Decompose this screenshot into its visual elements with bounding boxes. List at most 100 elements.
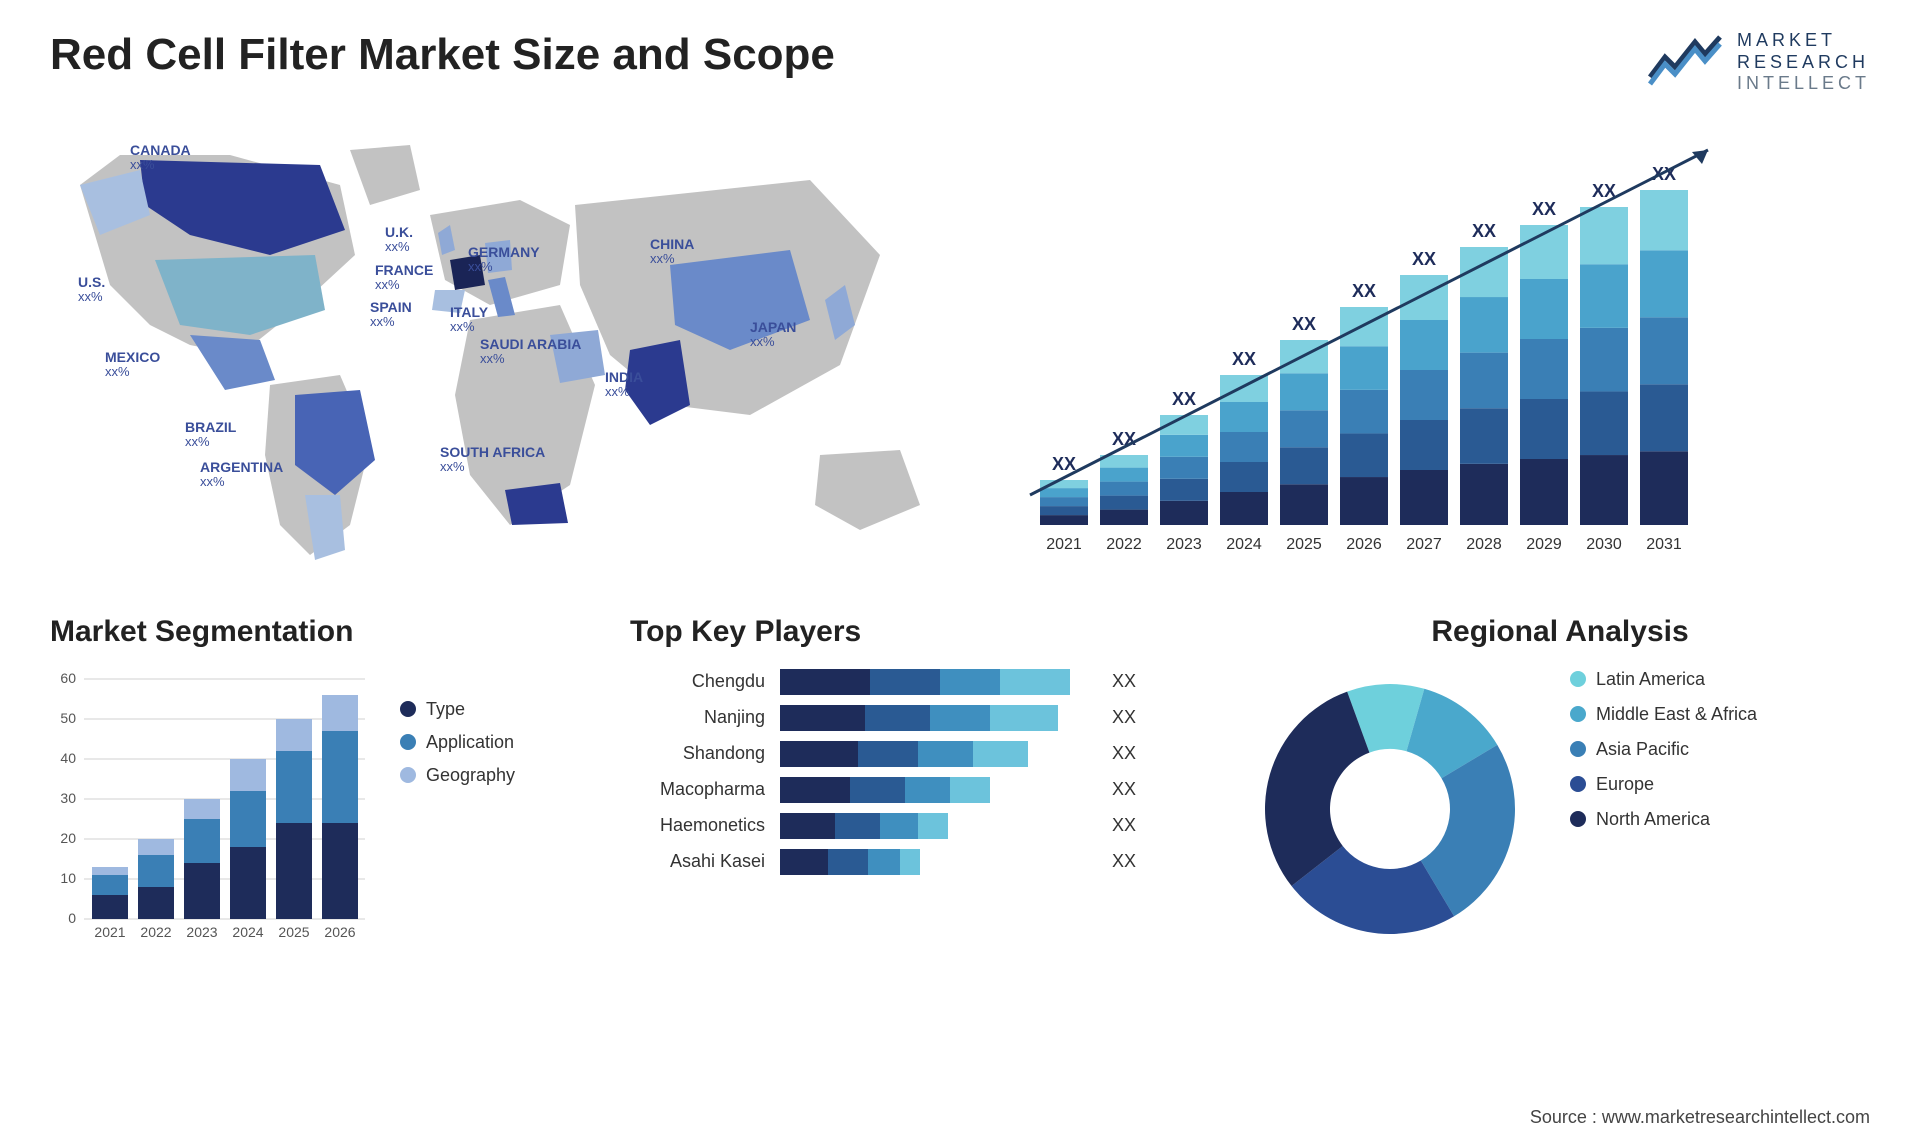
segmentation-legend: TypeApplicationGeography [400, 669, 515, 798]
player-bar-segment [990, 705, 1058, 731]
player-name: Asahi Kasei [630, 851, 780, 872]
svg-text:XX: XX [1352, 281, 1376, 301]
player-bar-segment [940, 669, 1000, 695]
player-name: Chengdu [630, 671, 780, 692]
logo-line3: INTELLECT [1737, 73, 1870, 95]
logo-mark-icon [1645, 32, 1725, 92]
growth-bar-chart: XX2021XX2022XX2023XX2024XX2025XX2026XX20… [1010, 125, 1790, 575]
player-row-nanjing: Nanjing XX [630, 705, 1190, 731]
svg-text:40: 40 [60, 750, 76, 766]
player-bar-segment [973, 741, 1028, 767]
map-label-u-s-: U.S.xx% [78, 275, 105, 305]
svg-text:2026: 2026 [1346, 536, 1382, 553]
players-bar-chart: ChengduXXNanjingXXShandongXXMacopharmaXX… [630, 669, 1190, 875]
region-legend-middle-east-africa: Middle East & Africa [1570, 704, 1757, 725]
legend-label: North America [1596, 809, 1710, 830]
player-bar [780, 849, 1100, 875]
player-bar-segment [880, 813, 918, 839]
svg-text:2030: 2030 [1586, 536, 1622, 553]
player-bar-segment [858, 741, 918, 767]
svg-text:2029: 2029 [1526, 536, 1562, 553]
player-bar [780, 777, 1100, 803]
svg-text:XX: XX [1532, 199, 1556, 219]
logo-line2: RESEARCH [1737, 52, 1870, 74]
svg-text:10: 10 [60, 870, 76, 886]
region-title: Regional Analysis [1250, 615, 1870, 649]
player-bar-segment [870, 669, 940, 695]
legend-label: Application [426, 732, 514, 753]
player-bar-segment [865, 705, 930, 731]
svg-text:2022: 2022 [1106, 536, 1142, 553]
brand-logo: MARKET RESEARCH INTELLECT [1645, 30, 1870, 95]
svg-text:2021: 2021 [1046, 536, 1082, 553]
map-label-india: INDIAxx% [605, 370, 643, 400]
svg-text:2024: 2024 [1226, 536, 1262, 553]
svg-text:2027: 2027 [1406, 536, 1442, 553]
svg-text:XX: XX [1412, 249, 1436, 269]
legend-label: Asia Pacific [1596, 739, 1689, 760]
players-panel: Top Key Players ChengduXXNanjingXXShando… [630, 615, 1190, 954]
svg-text:2024: 2024 [232, 924, 263, 940]
svg-text:XX: XX [1172, 389, 1196, 409]
region-legend-europe: Europe [1570, 774, 1757, 795]
svg-text:2025: 2025 [1286, 536, 1322, 553]
region-legend-latin-america: Latin America [1570, 669, 1757, 690]
legend-dot-icon [1570, 811, 1586, 827]
svg-text:0: 0 [68, 910, 76, 926]
svg-text:XX: XX [1232, 349, 1256, 369]
svg-text:2022: 2022 [140, 924, 171, 940]
player-bar-segment [868, 849, 900, 875]
player-bar-segment [905, 777, 950, 803]
legend-label: Europe [1596, 774, 1654, 795]
seg-legend-geography: Geography [400, 765, 515, 786]
player-row-chengdu: ChengduXX [630, 669, 1190, 695]
svg-text:50: 50 [60, 710, 76, 726]
map-label-south-africa: SOUTH AFRICAxx% [440, 445, 545, 475]
legend-dot-icon [1570, 671, 1586, 687]
player-bar [780, 741, 1100, 767]
svg-text:2031: 2031 [1646, 536, 1682, 553]
svg-text:20: 20 [60, 830, 76, 846]
player-row-haemonetics: HaemoneticsXX [630, 813, 1190, 839]
svg-text:2023: 2023 [186, 924, 217, 940]
map-label-spain: SPAINxx% [370, 300, 412, 330]
player-bar-segment [930, 705, 990, 731]
legend-dot-icon [1570, 741, 1586, 757]
svg-text:2021: 2021 [94, 924, 125, 940]
legend-dot-icon [1570, 706, 1586, 722]
players-title: Top Key Players [630, 615, 1190, 649]
segmentation-title: Market Segmentation [50, 615, 570, 649]
player-bar-segment [918, 813, 948, 839]
legend-dot-icon [400, 701, 416, 717]
legend-label: Middle East & Africa [1596, 704, 1757, 725]
legend-dot-icon [1570, 776, 1586, 792]
player-bar-segment [900, 849, 920, 875]
player-bar-segment [780, 669, 870, 695]
player-value: XX [1100, 743, 1136, 764]
seg-legend-application: Application [400, 732, 515, 753]
region-legend: Latin America Middle East & Africa Asia Pa… [1570, 669, 1757, 844]
legend-dot-icon [400, 767, 416, 783]
svg-text:2023: 2023 [1166, 536, 1202, 553]
map-label-china: CHINAxx% [650, 237, 694, 267]
player-bar-segment [1000, 669, 1070, 695]
player-name: Nanjing [630, 707, 780, 728]
legend-label: Latin America [1596, 669, 1705, 690]
page-title: Red Cell Filter Market Size and Scope [50, 30, 835, 80]
growth-chart-panel: XX2021XX2022XX2023XX2024XX2025XX2026XX20… [1010, 125, 1870, 575]
player-bar-segment [780, 705, 865, 731]
svg-text:XX: XX [1052, 454, 1076, 474]
player-row-asahi-kasei: Asahi Kasei XX [630, 849, 1190, 875]
player-value: XX [1100, 707, 1136, 728]
player-value: XX [1100, 851, 1136, 872]
map-label-canada: CANADAxx% [130, 143, 191, 173]
svg-text:30: 30 [60, 790, 76, 806]
player-bar-segment [780, 741, 858, 767]
world-map-panel: CANADAxx%U.S.xx%MEXICOxx%BRAZILxx%ARGENT… [50, 125, 970, 575]
legend-dot-icon [400, 734, 416, 750]
region-donut-chart [1250, 669, 1530, 949]
svg-text:60: 60 [60, 670, 76, 686]
player-value: XX [1100, 779, 1136, 800]
map-label-japan: JAPANxx% [750, 320, 796, 350]
region-legend-asia-pacific: Asia Pacific [1570, 739, 1757, 760]
